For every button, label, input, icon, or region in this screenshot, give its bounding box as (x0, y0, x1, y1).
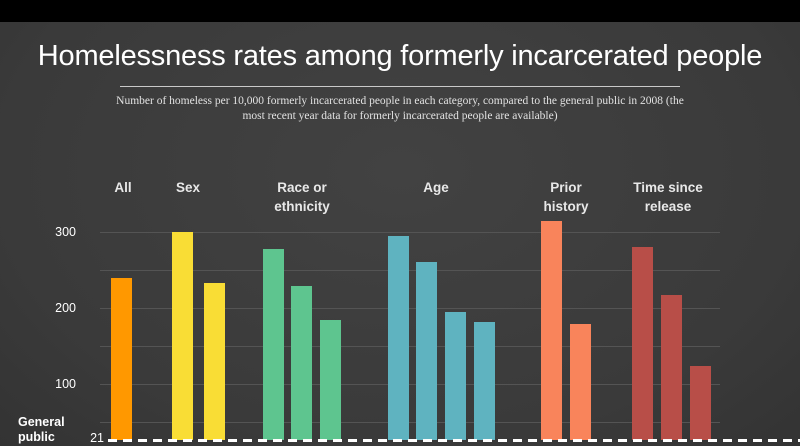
group-label-sex-line1: Sex (175, 180, 201, 195)
bar-race-1 (263, 249, 284, 440)
bar-age-3 (445, 312, 466, 440)
bar-all-1 (111, 278, 132, 440)
group-label-age-line1: Age (423, 180, 449, 195)
bar-prior-1 (541, 221, 562, 440)
group-label-time-line2: release (644, 199, 692, 214)
bar-time-2 (661, 295, 682, 440)
gridline-300 (100, 232, 720, 233)
group-label-time-line1: Time since (633, 180, 703, 195)
chart-subtitle: Number of homeless per 10,000 formerly i… (116, 95, 684, 122)
group-label-age: Age (396, 178, 476, 197)
bar-time-3 (690, 366, 711, 440)
bar-sex-1 (172, 232, 193, 440)
group-label-sex: Sex (153, 178, 223, 197)
general-public-reference-line (108, 439, 800, 442)
title-divider (120, 86, 680, 87)
bar-sex-2 (204, 283, 225, 440)
gridline-150 (100, 346, 720, 347)
general-public-label: General public (18, 415, 98, 445)
plot-area (100, 221, 720, 440)
letterbox-top-bar (0, 0, 800, 22)
group-label-race-line2: ethnicity (274, 199, 330, 214)
bar-age-1 (388, 236, 409, 440)
general-public-value: 21 (90, 431, 104, 445)
gridline-50 (100, 422, 720, 423)
y-axis-tick-300: 300 (55, 225, 76, 239)
page-title: Homelessness rates among formerly incarc… (37, 40, 763, 72)
chart-panel: Homelessness rates among formerly incarc… (0, 22, 800, 446)
group-label-all: All (88, 178, 158, 197)
y-axis-tick-100: 100 (55, 377, 76, 391)
bar-prior-2 (570, 324, 591, 440)
group-label-race-line1: Race or (277, 180, 327, 195)
group-label-prior: Prior history (521, 178, 611, 216)
general-public-label-line1: General (18, 415, 65, 429)
group-label-prior-line2: history (543, 199, 589, 214)
gridline-200 (100, 308, 720, 309)
gridline-100 (100, 384, 720, 385)
y-axis-tick-200: 200 (55, 301, 76, 315)
group-label-all-line1: All (114, 180, 132, 195)
group-label-race: Race or ethnicity (247, 178, 357, 216)
bar-age-4 (474, 322, 495, 440)
gridline-250 (100, 270, 720, 271)
bar-age-2 (416, 262, 437, 440)
bar-time-1 (632, 247, 653, 440)
bar-race-3 (320, 320, 341, 440)
group-label-time: Time since release (613, 178, 723, 216)
general-public-label-line2: public (18, 430, 55, 444)
bar-race-2 (291, 286, 312, 440)
group-label-prior-line1: Prior (550, 180, 582, 195)
